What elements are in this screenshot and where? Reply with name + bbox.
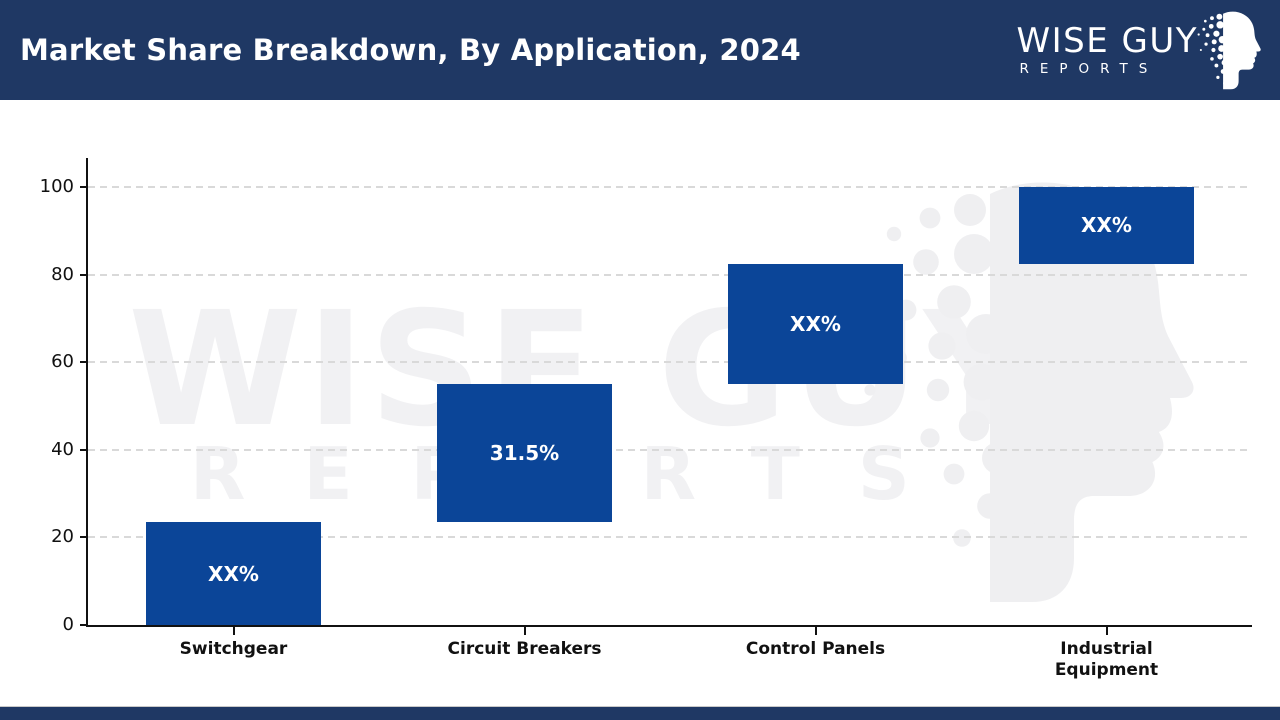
gridline <box>88 536 1252 539</box>
x-category-label: Switchgear <box>179 639 288 659</box>
y-tick-mark <box>80 361 88 364</box>
header-bar: Market Share Breakdown, By Application, … <box>0 0 1280 100</box>
gridline <box>88 448 1252 451</box>
y-axis-line <box>86 158 88 627</box>
bar-segment-industrial-equipment: XX% <box>1019 187 1194 264</box>
brand-logo-text: WISE GUY REPORTS <box>1016 23 1198 77</box>
gridline <box>88 186 1252 188</box>
bar-segment-switchgear: XX% <box>146 522 321 625</box>
y-tick-mark <box>80 448 88 451</box>
y-tick-label: 0 <box>62 614 74 635</box>
gridline <box>88 361 1252 364</box>
y-tick-label: 100 <box>39 176 74 197</box>
x-tick-mark <box>814 627 817 635</box>
y-tick-mark <box>80 624 88 626</box>
bar-segment-control-panels: XX% <box>728 263 903 385</box>
logo-wiseguy-text: WISE GUY <box>1016 21 1198 61</box>
bar-value-label: XX% <box>790 311 841 336</box>
y-tick-mark <box>80 536 88 539</box>
x-tick-mark <box>1105 627 1108 635</box>
y-tick-mark <box>80 186 88 188</box>
footer-divider <box>0 706 1280 707</box>
y-tick-label: 20 <box>51 526 74 548</box>
gridline <box>88 273 1252 276</box>
y-tick-label: 60 <box>51 351 74 373</box>
footer-brand-strip <box>0 707 1280 720</box>
bar-value-label: XX% <box>1081 213 1132 238</box>
bar-value-label: 31.5% <box>489 441 560 466</box>
x-category-label: Industrial Equipment <box>1054 639 1159 680</box>
x-tick-mark <box>523 627 526 635</box>
x-category-label: Circuit Breakers <box>447 639 602 659</box>
x-axis-line <box>86 625 1252 627</box>
bar-segment-circuit-breakers: 31.5% <box>437 384 612 523</box>
y-tick-label: 80 <box>51 263 74 285</box>
brand-logo: WISE GUY REPORTS <box>1016 8 1266 92</box>
logo-dotted-face-icon <box>1197 11 1261 90</box>
bar-value-label: XX% <box>208 561 259 586</box>
y-tick-label: 40 <box>51 438 74 460</box>
y-tick-mark <box>80 273 88 276</box>
x-tick-mark <box>232 627 235 635</box>
page-title: Market Share Breakdown, By Application, … <box>20 33 801 67</box>
logo-reports-text: REPORTS <box>1019 61 1159 77</box>
x-category-label: Control Panels <box>745 639 886 659</box>
watermark-dotted-face-icon <box>852 182 1194 602</box>
